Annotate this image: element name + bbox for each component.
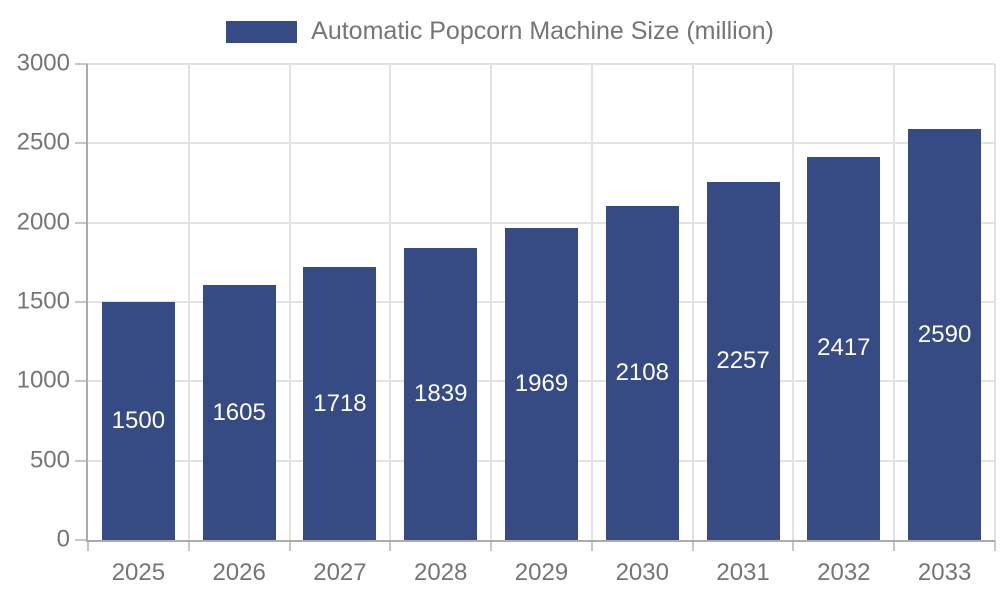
x-axis-tick — [994, 540, 996, 551]
gridline-horizontal — [88, 221, 995, 224]
y-axis-tick — [75, 221, 88, 224]
y-axis-tick — [75, 142, 88, 145]
y-axis-label: 0 — [56, 525, 70, 553]
y-axis-tick — [75, 459, 88, 462]
bar-value-label: 2417 — [817, 334, 871, 362]
gridline-horizontal — [88, 142, 995, 145]
gridline-vertical — [994, 64, 996, 540]
gridline-vertical — [691, 64, 694, 540]
gridline-vertical — [187, 64, 190, 540]
bar-2030 — [605, 205, 679, 540]
x-axis-tick — [389, 540, 392, 551]
x-axis-label: 2030 — [615, 559, 669, 586]
x-axis-label: 2032 — [817, 559, 871, 586]
x-axis-tick — [792, 540, 795, 551]
x-axis-label: 2028 — [414, 559, 468, 586]
y-axis-label: 1000 — [16, 366, 70, 394]
bar-value-label: 2257 — [716, 346, 770, 374]
y-axis-label: 2000 — [16, 208, 70, 236]
y-axis-label: 1500 — [16, 287, 70, 315]
x-axis-label: 2029 — [514, 559, 569, 586]
y-axis-label: 3000 — [16, 49, 70, 77]
x-axis-label: 2033 — [917, 559, 972, 586]
y-axis-tick — [75, 301, 88, 303]
legend: Automatic Popcorn Machine Size (million) — [0, 17, 1000, 46]
x-axis-tick — [691, 540, 694, 551]
bar-2032 — [807, 156, 881, 540]
gridline-vertical — [389, 64, 392, 540]
bar-2031 — [706, 181, 780, 540]
bar-2028 — [404, 248, 478, 540]
y-axis-tick — [75, 63, 88, 65]
bar-value-label: 1500 — [111, 407, 166, 434]
legend-label: Automatic Popcorn Machine Size (million) — [311, 17, 774, 45]
bar-value-label: 1605 — [212, 398, 266, 426]
bar-2025 — [101, 302, 175, 540]
bar-value-label: 1969 — [514, 369, 569, 397]
y-axis-tick — [75, 380, 88, 383]
gridline-vertical — [288, 64, 291, 540]
x-axis-label: 2025 — [111, 559, 166, 586]
gridline-vertical — [490, 64, 493, 540]
gridline-vertical — [590, 64, 593, 540]
bar-2026 — [202, 285, 276, 540]
x-axis-label: 2031 — [716, 559, 770, 586]
gridline-vertical — [792, 64, 795, 540]
bar-value-label: 2108 — [615, 358, 669, 386]
x-axis-label: 2026 — [212, 559, 266, 586]
y-axis-line — [86, 64, 88, 542]
x-axis-tick — [288, 540, 291, 551]
x-axis-tick — [490, 540, 493, 551]
x-axis-tick — [893, 540, 896, 551]
gridline-horizontal — [88, 63, 995, 65]
y-axis-tick — [75, 539, 88, 541]
bar-value-label: 1839 — [414, 380, 468, 408]
x-axis-tick — [590, 540, 593, 551]
x-axis-tick — [87, 540, 89, 551]
bar-value-label: 1718 — [313, 389, 367, 417]
bar-2033 — [908, 129, 982, 540]
gridline-vertical — [893, 64, 896, 540]
y-axis-label: 500 — [29, 446, 70, 474]
y-axis-label: 2500 — [16, 128, 70, 156]
x-axis-line — [86, 540, 995, 542]
bar-value-label: 2590 — [917, 320, 972, 348]
legend-item[interactable]: Automatic Popcorn Machine Size (million) — [226, 17, 774, 46]
bar-2027 — [303, 267, 377, 540]
bar-2029 — [505, 227, 578, 540]
x-axis-label: 2027 — [313, 559, 367, 586]
legend-swatch — [226, 20, 298, 43]
x-axis-tick — [187, 540, 190, 551]
